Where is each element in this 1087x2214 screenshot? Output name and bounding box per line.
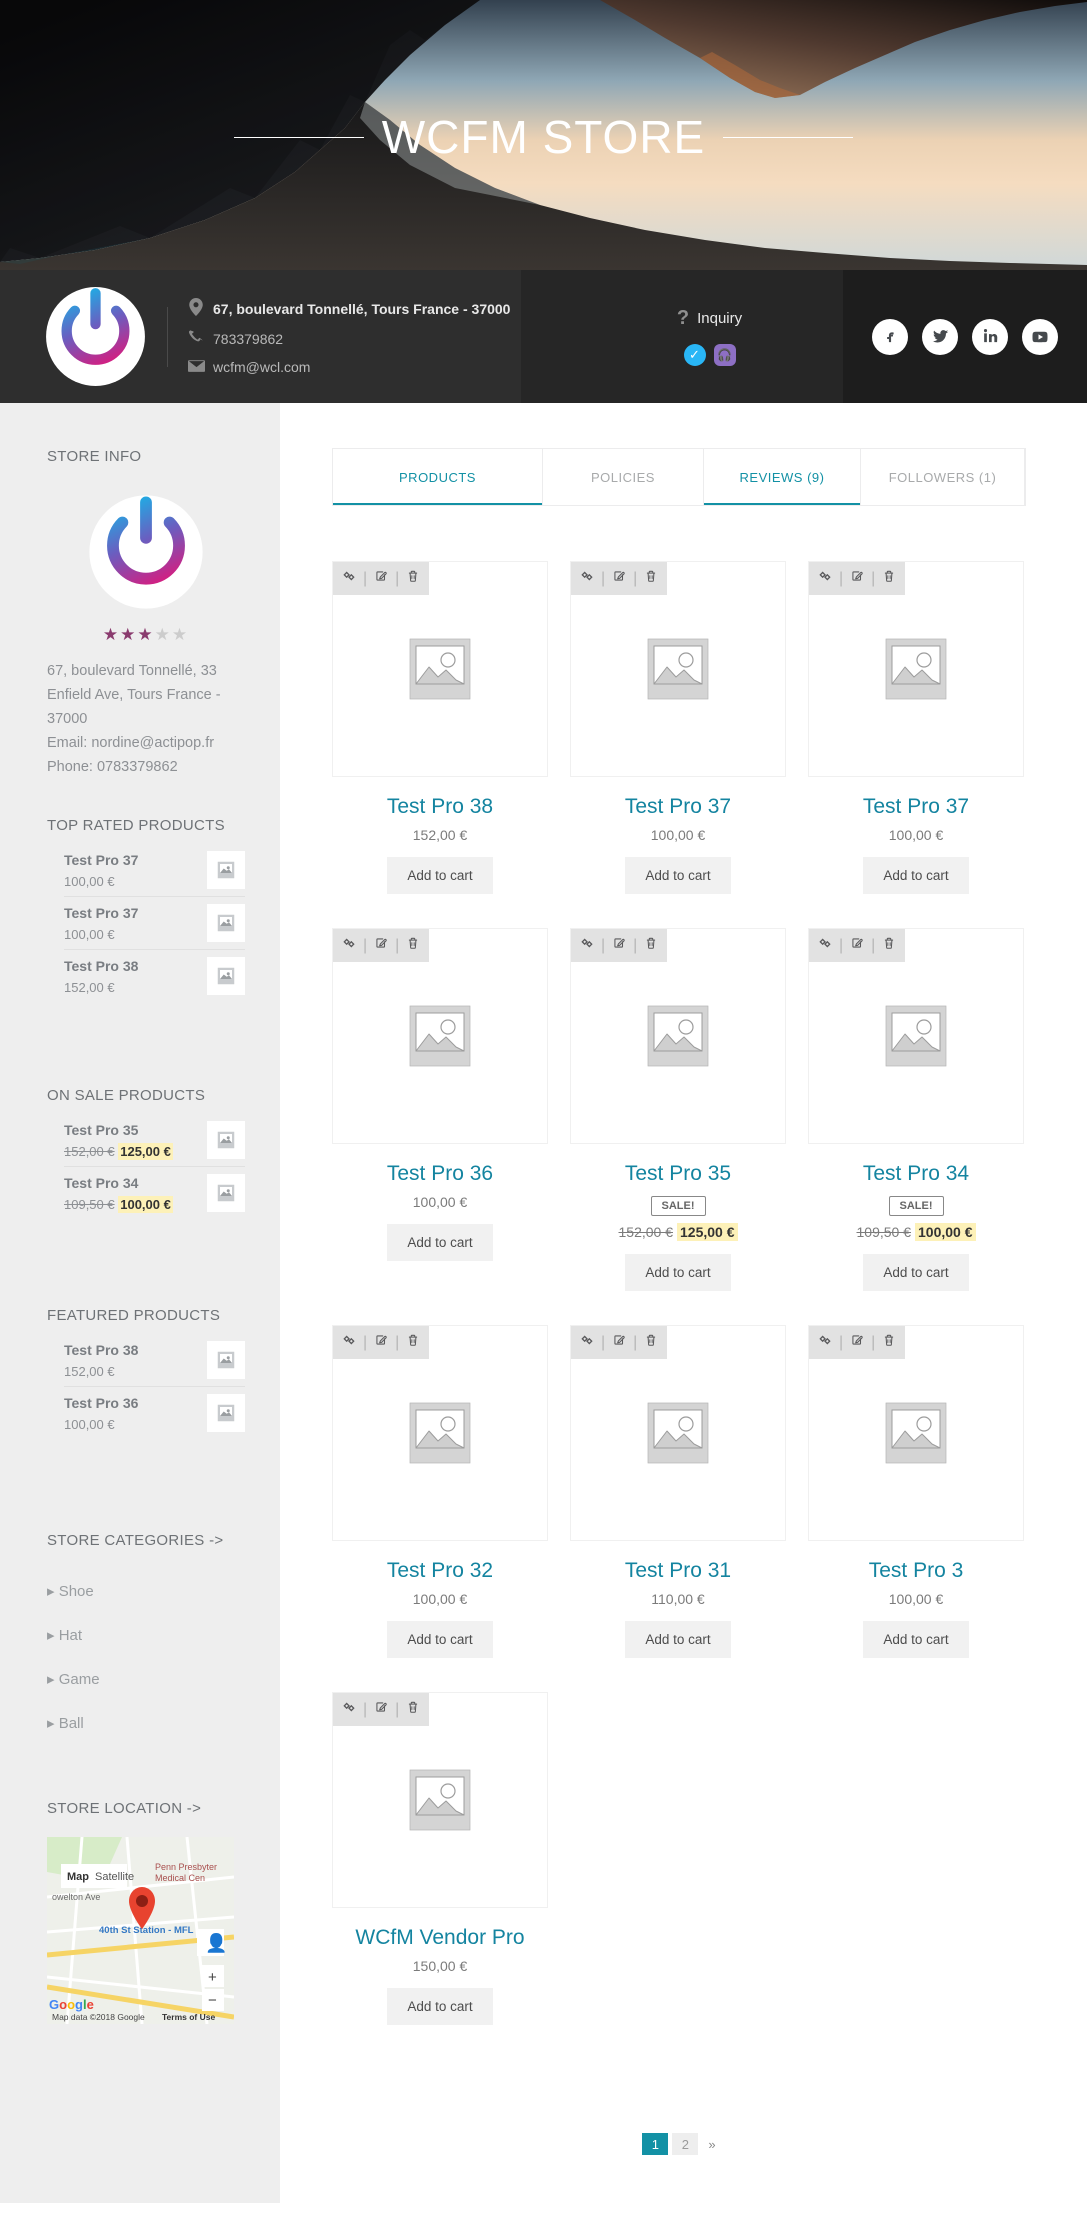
svg-text:Google: Google <box>49 1997 94 2012</box>
svg-text:−: − <box>208 1992 217 2009</box>
svg-text:40th St Station - MFL: 40th St Station - MFL <box>99 1925 194 1936</box>
svg-text:👤: 👤 <box>205 1932 227 1953</box>
svg-text:Medical Cen: Medical Cen <box>155 1873 205 1883</box>
svg-text:Satellite: Satellite <box>95 1871 134 1883</box>
svg-text:Penn Presbyter: Penn Presbyter <box>155 1862 217 1872</box>
svg-text:+: + <box>208 1969 217 1986</box>
svg-text:owelton Ave: owelton Ave <box>52 1892 100 1902</box>
svg-text:Map data ©2018 Google: Map data ©2018 Google <box>52 2012 145 2022</box>
svg-text:Map: Map <box>67 1871 89 1883</box>
svg-text:Terms of Use: Terms of Use <box>162 2012 215 2022</box>
